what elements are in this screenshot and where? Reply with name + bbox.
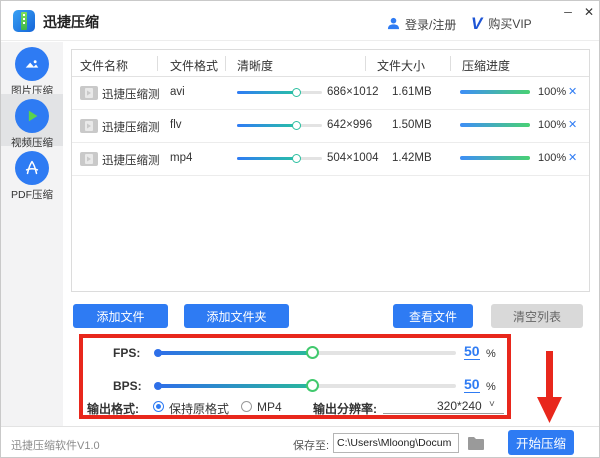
vip-check-icon: V [471, 13, 483, 33]
remove-file-icon[interactable]: ✕ [568, 86, 578, 98]
video-file-icon [80, 119, 98, 138]
file-size: 1.61MB [392, 86, 432, 98]
sidebar: 图片压缩 视频压缩 PDF压缩 [1, 42, 63, 426]
table-row: 迅捷压缩测 flv 642×996 1.50MB 100% ✕ [72, 110, 589, 142]
output-resolution-label: 输出分辨率: [313, 402, 377, 416]
fps-label: FPS: [113, 346, 141, 360]
file-resolution: 504×1004 [327, 152, 379, 164]
radio-keep-format-label[interactable]: 保持原格式 [169, 402, 230, 416]
col-progress: 压缩进度 [462, 59, 511, 73]
output-format-label: 输出格式: [87, 402, 139, 416]
video-file-icon [80, 152, 98, 171]
file-resolution: 686×1012 [327, 86, 379, 98]
file-table: 文件名称 文件格式 清晰度 文件大小 压缩进度 迅捷压缩测 avi 686×10… [71, 49, 590, 292]
sidebar-item-pdf-compress[interactable]: PDF压缩 [1, 146, 63, 201]
table-row: 迅捷压缩测 mp4 504×1004 1.42MB 100% ✕ [72, 143, 589, 175]
fps-slider[interactable] [154, 346, 456, 359]
sidebar-item-label: 视频压缩 [11, 137, 53, 149]
file-format: flv [170, 119, 182, 131]
video-file-icon [80, 86, 98, 105]
progress-bar [460, 123, 530, 127]
remove-file-icon[interactable]: ✕ [568, 152, 578, 164]
fps-value[interactable]: 50 [464, 343, 480, 360]
progress-percent: 100% [538, 119, 567, 131]
bps-slider[interactable] [154, 379, 456, 392]
login-register-label: 登录/注册 [405, 18, 457, 32]
resolution-dropdown-underline [383, 413, 504, 414]
bps-value[interactable]: 50 [464, 376, 480, 393]
progress-bar [460, 156, 530, 160]
radio-keep-format[interactable] [153, 401, 164, 412]
sidebar-item-label: PDF压缩 [11, 189, 53, 201]
table-header: 文件名称 文件格式 清晰度 文件大小 压缩进度 [72, 50, 589, 77]
play-icon [15, 99, 49, 133]
file-format: avi [170, 86, 185, 98]
login-register-button[interactable]: 登录/注册 [387, 16, 456, 33]
file-name: 迅捷压缩测 [102, 155, 160, 167]
app-logo-icon [13, 10, 35, 32]
file-name: 迅捷压缩测 [102, 89, 160, 101]
col-file-format: 文件格式 [170, 59, 219, 73]
bps-label: BPS: [113, 379, 142, 393]
col-file-size: 文件大小 [377, 59, 426, 73]
file-size: 1.42MB [392, 152, 432, 164]
user-icon [387, 17, 400, 33]
save-path-input[interactable]: C:\Users\Mloong\Docum [333, 433, 459, 453]
clarity-slider-handle[interactable] [291, 154, 301, 163]
header-divider [365, 56, 366, 71]
view-file-button[interactable]: 查看文件 [393, 304, 473, 328]
sidebar-item-image-compress[interactable]: 图片压缩 [1, 42, 63, 97]
app-title: 迅捷压缩 [43, 14, 99, 30]
header-divider [450, 56, 451, 71]
clarity-slider[interactable] [237, 121, 322, 130]
clarity-slider-handle[interactable] [291, 88, 301, 97]
file-format: mp4 [170, 152, 193, 164]
buy-vip-label: 购买VIP [488, 17, 532, 31]
progress-percent: 100% [538, 86, 567, 98]
app-version: 迅捷压缩软件V1.0 [11, 440, 100, 452]
save-to-label: 保存至: [293, 440, 330, 452]
add-file-button[interactable]: 添加文件 [73, 304, 168, 328]
fps-slider-handle[interactable] [305, 346, 319, 359]
radio-mp4-label[interactable]: MP4 [257, 400, 282, 414]
resolution-dropdown[interactable]: 320*240 [437, 399, 482, 413]
file-resolution: 642×996 [327, 119, 373, 131]
file-name: 迅捷压缩测 [102, 122, 160, 134]
radio-mp4[interactable] [241, 401, 252, 412]
clear-list-button[interactable]: 清空列表 [491, 304, 583, 328]
table-row: 迅捷压缩测 avi 686×1012 1.61MB 100% ✕ [72, 77, 589, 109]
folder-icon[interactable] [467, 436, 485, 456]
fps-percent-sign: % [486, 348, 496, 360]
minimize-button[interactable]: – [564, 3, 572, 19]
remove-file-icon[interactable]: ✕ [568, 119, 578, 131]
status-bar: 迅捷压缩软件V1.0 保存至: C:\Users\Mloong\Docum 开始… [1, 426, 599, 457]
clarity-slider[interactable] [237, 88, 322, 97]
header-divider [157, 56, 158, 71]
col-clarity: 清晰度 [237, 59, 274, 73]
close-button[interactable]: ✕ [583, 5, 595, 19]
annotation-arrow-icon [532, 351, 568, 430]
buy-vip-button[interactable]: V 购买VIP [471, 15, 532, 32]
row-divider [72, 109, 589, 110]
sidebar-item-video-compress[interactable]: 视频压缩 [1, 94, 63, 149]
header-divider [225, 56, 226, 71]
clarity-slider-handle[interactable] [291, 121, 301, 130]
file-size: 1.50MB [392, 119, 432, 131]
row-divider [72, 142, 589, 143]
image-icon [15, 47, 49, 81]
chevron-down-icon[interactable]: ˅ [489, 399, 495, 410]
bps-percent-sign: % [486, 381, 496, 393]
pdf-icon [15, 151, 49, 185]
row-divider [72, 175, 589, 176]
progress-bar [460, 90, 530, 94]
title-bar: 迅捷压缩 登录/注册 V 购买VIP – ✕ [1, 1, 599, 41]
bps-slider-handle[interactable] [305, 379, 319, 392]
start-compress-button[interactable]: 开始压缩 [508, 430, 574, 455]
col-file-name: 文件名称 [80, 59, 129, 73]
add-folder-button[interactable]: 添加文件夹 [184, 304, 289, 328]
clarity-slider[interactable] [237, 154, 322, 163]
progress-percent: 100% [538, 152, 567, 164]
